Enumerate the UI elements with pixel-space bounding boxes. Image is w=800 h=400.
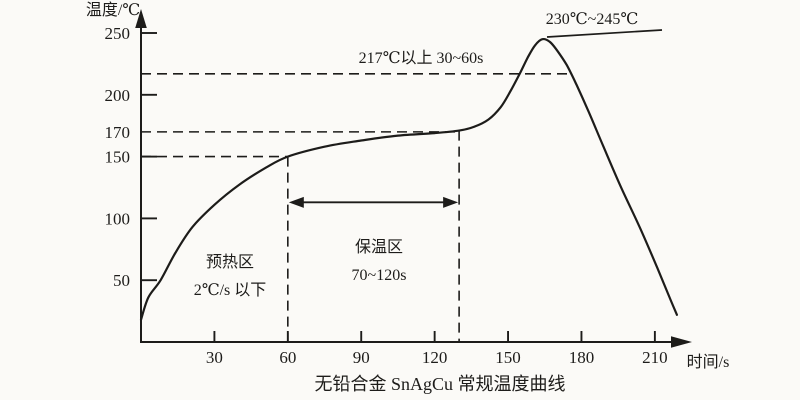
annotation-peak-range: 230℃~245℃ [546, 11, 638, 28]
y-axis-arrow-icon [135, 9, 147, 28]
x-tick-label: 90 [353, 348, 370, 367]
x-axis-ticks [213, 331, 656, 342]
peak-callout-line [546, 29, 663, 38]
y-tick-label: 170 [105, 123, 131, 142]
annotation-preheat-zone-line1: 预热区 [206, 253, 254, 271]
x-axis-arrow-icon [671, 336, 692, 348]
y-tick-label: 200 [105, 86, 131, 105]
x-axis: 30 60 90 120 150 180 210 [140, 331, 692, 367]
x-tick-label: 150 [495, 348, 521, 367]
x-tick-label: 120 [422, 348, 448, 367]
y-tick-label: 250 [105, 24, 131, 43]
x-tick-label: 210 [642, 348, 668, 367]
annotation-soak-zone-line1: 保温区 [355, 238, 403, 256]
reference-lines [141, 72, 570, 342]
x-tick-label: 30 [206, 348, 223, 367]
y-tick-label: 50 [113, 271, 130, 290]
y-axis: 250 200 170 150 100 50 [105, 9, 157, 343]
y-axis-tick-labels: 250 200 170 150 100 50 [105, 24, 131, 290]
temperature-curve [139, 37, 678, 321]
soak-zone-arrow [288, 196, 459, 208]
y-tick-label: 150 [105, 148, 131, 167]
chart-title: 无铅合金 SnAgCu 常规温度曲线 [314, 374, 565, 394]
x-tick-label: 60 [279, 348, 296, 367]
soak-arrow-left-head-icon [288, 196, 304, 208]
annotation-above-217: 217℃以上 30~60s [359, 49, 484, 67]
x-tick-label: 180 [569, 348, 595, 367]
annotation-preheat-zone-line2: 2℃/s 以下 [194, 282, 267, 299]
annotation-soak-zone-line2: 70~120s [352, 267, 407, 284]
soak-arrow-right-head-icon [443, 196, 459, 208]
y-axis-label: 温度/℃ [86, 1, 140, 19]
x-axis-label: 时间/s [687, 353, 730, 371]
y-tick-label: 100 [105, 209, 131, 228]
x-axis-tick-labels: 30 60 90 120 150 180 210 [206, 348, 668, 367]
